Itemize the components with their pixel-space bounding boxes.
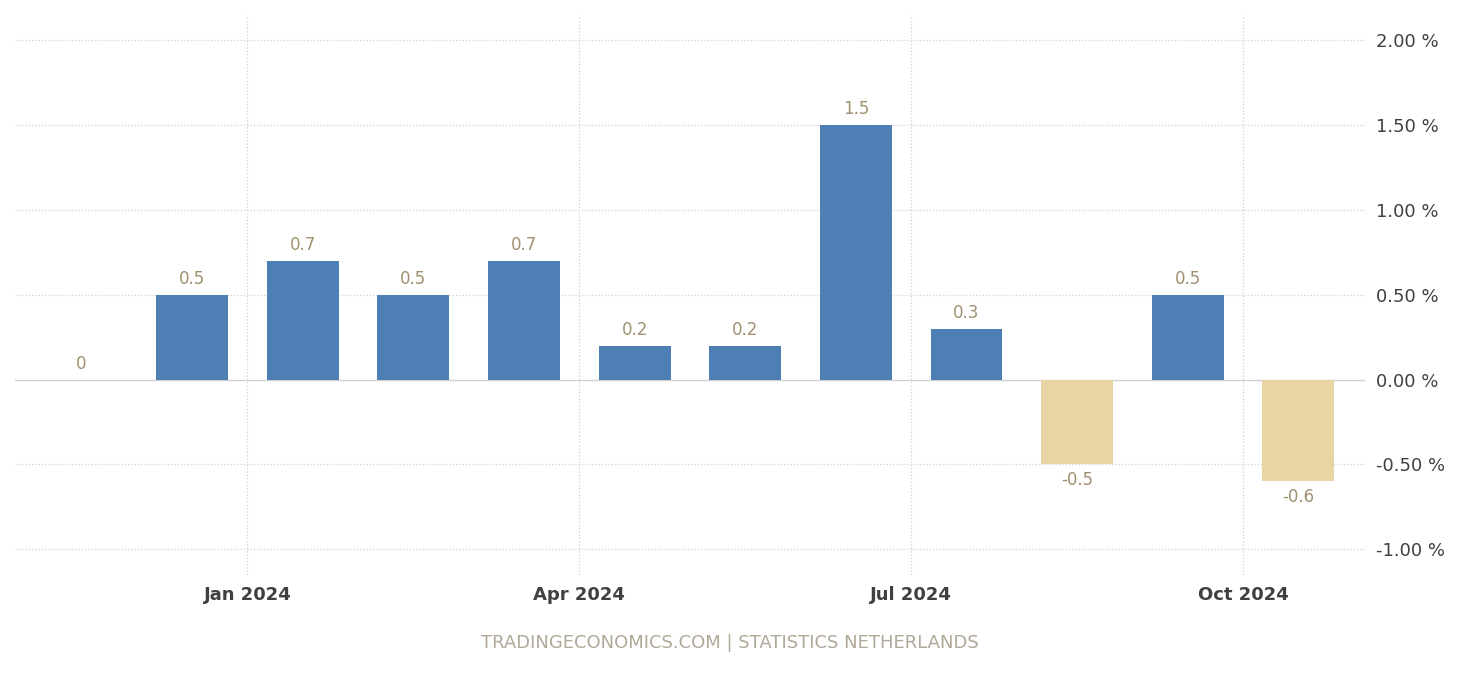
Bar	[710, 345, 781, 379]
Bar	[267, 261, 339, 379]
Bar	[1263, 379, 1334, 481]
Text: -0.6: -0.6	[1282, 488, 1314, 506]
Bar	[156, 295, 228, 379]
Text: 0.7: 0.7	[289, 236, 315, 254]
Text: 0.3: 0.3	[953, 304, 980, 322]
Text: 0.5: 0.5	[400, 270, 426, 288]
Bar	[821, 125, 892, 379]
Bar	[377, 295, 450, 379]
Bar	[488, 261, 559, 379]
Text: TRADINGECONOMICS.COM | STATISTICS NETHERLANDS: TRADINGECONOMICS.COM | STATISTICS NETHER…	[482, 634, 978, 651]
Text: 1.5: 1.5	[842, 101, 869, 118]
Bar	[1152, 295, 1223, 379]
Text: -0.5: -0.5	[1061, 471, 1094, 489]
Text: 0: 0	[76, 355, 86, 373]
Bar	[1041, 379, 1113, 464]
Bar	[930, 328, 1003, 379]
Text: 0.5: 0.5	[180, 270, 206, 288]
Text: 0.2: 0.2	[731, 321, 758, 339]
Text: 0.5: 0.5	[1175, 270, 1202, 288]
Text: 0.7: 0.7	[511, 236, 537, 254]
Bar	[599, 345, 670, 379]
Text: 0.2: 0.2	[622, 321, 648, 339]
